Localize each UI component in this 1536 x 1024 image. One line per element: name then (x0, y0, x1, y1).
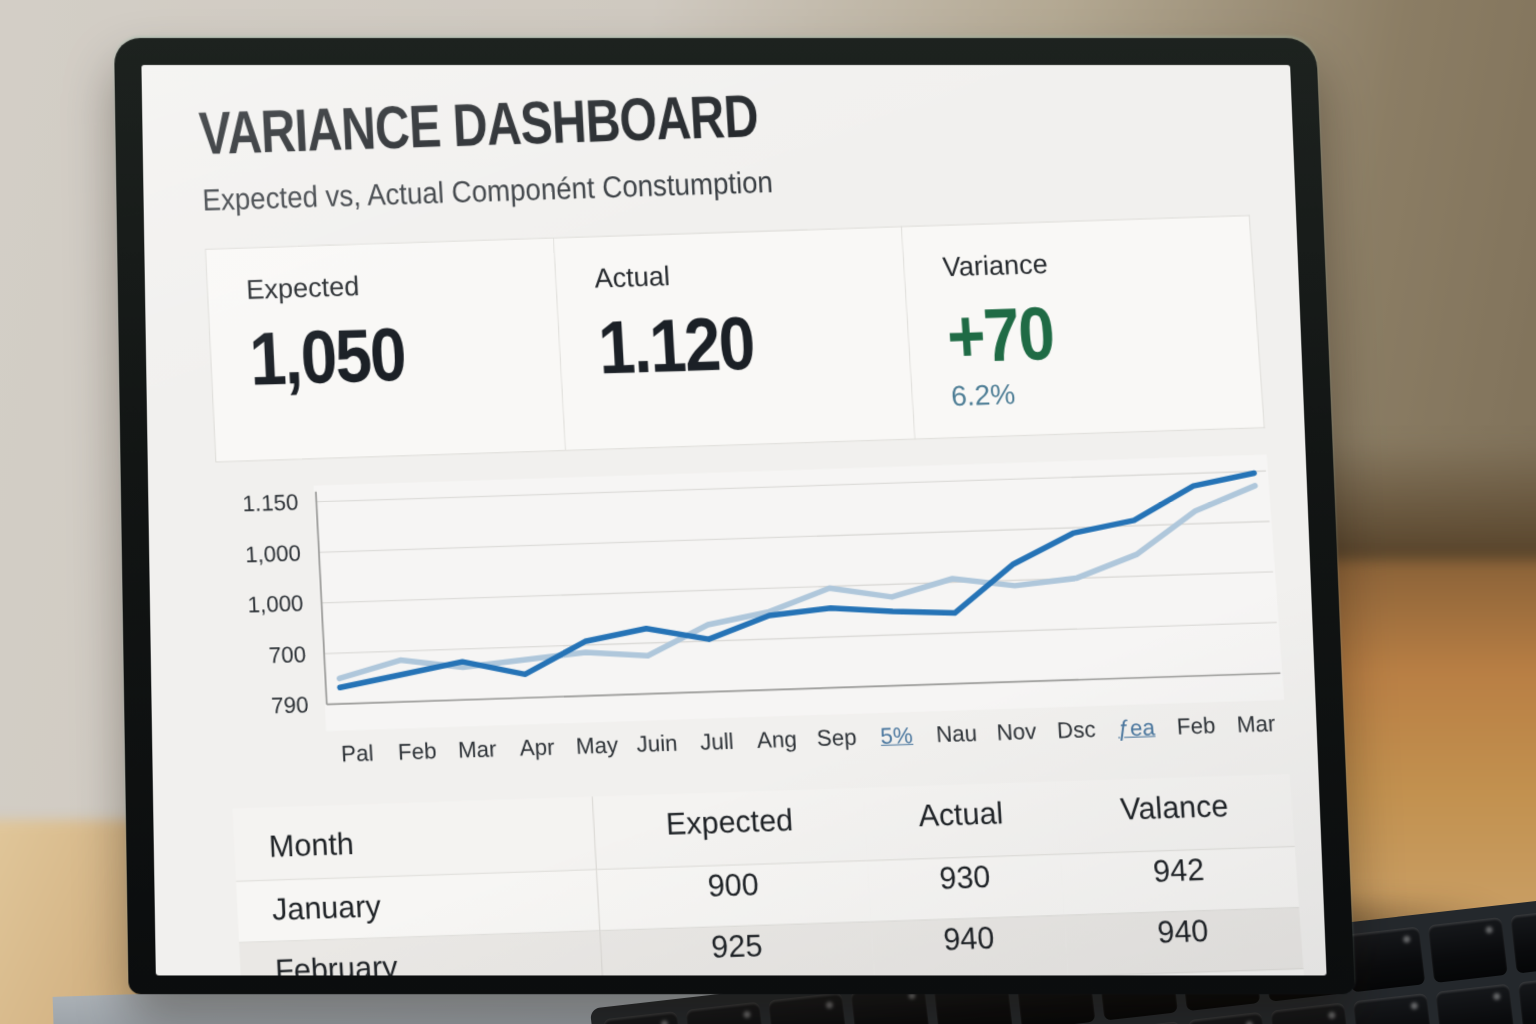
column-header: Month (232, 797, 596, 882)
kpi-actual-value: 1.120 (596, 306, 755, 386)
chart-plot-area: Pal Feb Mar Apr May Juin Jull Ang Sep 5% Nau Nov Dsc… (314, 455, 1287, 769)
variance-dashboard: VARIANCE DASHBOARD Expected vs, Actual C… (141, 65, 1326, 975)
value-cell: 930 (867, 854, 1064, 921)
series-line-expected (331, 486, 1267, 679)
scene: VARIANCE DASHBOARD Expected vs, Actual C… (0, 0, 1536, 1024)
x-axis-tick: May (566, 732, 627, 761)
x-axis-tick: Apr (506, 734, 567, 763)
laptop-screen: VARIANCE DASHBOARD Expected vs, Actual C… (141, 65, 1326, 975)
x-axis-tick: Mar (1225, 710, 1287, 739)
kpi-card-expected: Expected 1,050 (205, 238, 566, 463)
keyboard-key (1353, 993, 1433, 1024)
keyboard-key (1518, 974, 1536, 1024)
kpi-expected-label: Expected (245, 266, 518, 306)
x-axis-tick: Feb (1165, 712, 1227, 741)
keyboard-key (1270, 1002, 1350, 1024)
x-axis-tick: Jull (686, 728, 748, 757)
value-cell: 942 (1060, 847, 1299, 916)
kpi-variance-label: Variance (942, 243, 1215, 283)
value-cell: 940 (871, 915, 1068, 975)
x-axis-tick: Mar (447, 736, 508, 765)
kpi-actual-label: Actual (594, 255, 867, 295)
x-axis-tick: 5% (866, 722, 928, 751)
column-header: Actual (863, 782, 1060, 861)
keyboard-key (768, 992, 848, 1024)
kpi-card-actual: Actual 1.120 (554, 226, 916, 451)
x-axis-tick: Feb (387, 738, 448, 767)
x-axis-tick: Ang (746, 726, 808, 755)
laptop-bezel: VARIANCE DASHBOARD Expected vs, Actual C… (114, 38, 1355, 994)
y-axis-tick: 1,000 (247, 590, 304, 618)
gridline (316, 471, 1266, 502)
kpi-row: Expected 1,050 Actual 1.120 Variance +70… (205, 215, 1265, 462)
x-axis-tick: Nau (926, 720, 988, 749)
column-header: Valance (1055, 774, 1295, 854)
value-cell: 925 (600, 922, 875, 976)
variance-line-chart (314, 455, 1285, 732)
keyboard-key (686, 1002, 766, 1024)
keyboard-key (603, 1011, 683, 1024)
x-axis-tick: Pal (327, 739, 388, 768)
page-title: VARIANCE DASHBOARD (198, 81, 760, 168)
keyboard-key (1435, 984, 1515, 1024)
y-axis-tick: 700 (268, 641, 307, 669)
y-axis-tick: 790 (271, 692, 310, 720)
keyboard-key (1510, 908, 1536, 974)
keyboard-key (1188, 1012, 1268, 1024)
gridline (327, 673, 1281, 704)
series-line-actual (330, 473, 1267, 687)
x-axis-tick: Sep (806, 724, 868, 753)
x-axis-tick: Dsc (1046, 716, 1108, 745)
column-header: Expected (592, 788, 867, 870)
kpi-card-variance: Variance +70 6.2% (902, 215, 1265, 440)
y-axis-tick: 1,000 (245, 540, 302, 568)
kpi-expected-value: 1,050 (248, 317, 407, 397)
x-axis-tick: ƒea (1105, 714, 1167, 743)
gridline (319, 521, 1270, 552)
kpi-variance-percent: 6.2% (950, 372, 1224, 413)
keyboard-key (1345, 926, 1425, 992)
variance-table: Month Expected Actual Valance January 900 930… (232, 774, 1307, 976)
gridline (324, 622, 1277, 653)
x-axis-tick: Juin (626, 730, 687, 759)
value-cell: 940 (1064, 908, 1304, 976)
chart-y-axis: 1.150 1,000 1,000 700 790 (217, 486, 326, 735)
variance-chart-panel: 1.150 1,000 1,000 700 790 Pal Feb Mar Apr May Jui… (217, 455, 1287, 772)
keyboard-key (1428, 917, 1508, 983)
x-axis-tick: Nov (986, 718, 1048, 747)
value-cell: 900 (596, 861, 871, 931)
laptop: VARIANCE DASHBOARD Expected vs, Actual C… (114, 38, 1355, 994)
y-axis-tick: 1.150 (242, 489, 299, 517)
kpi-variance-value: +70 (945, 296, 1056, 374)
